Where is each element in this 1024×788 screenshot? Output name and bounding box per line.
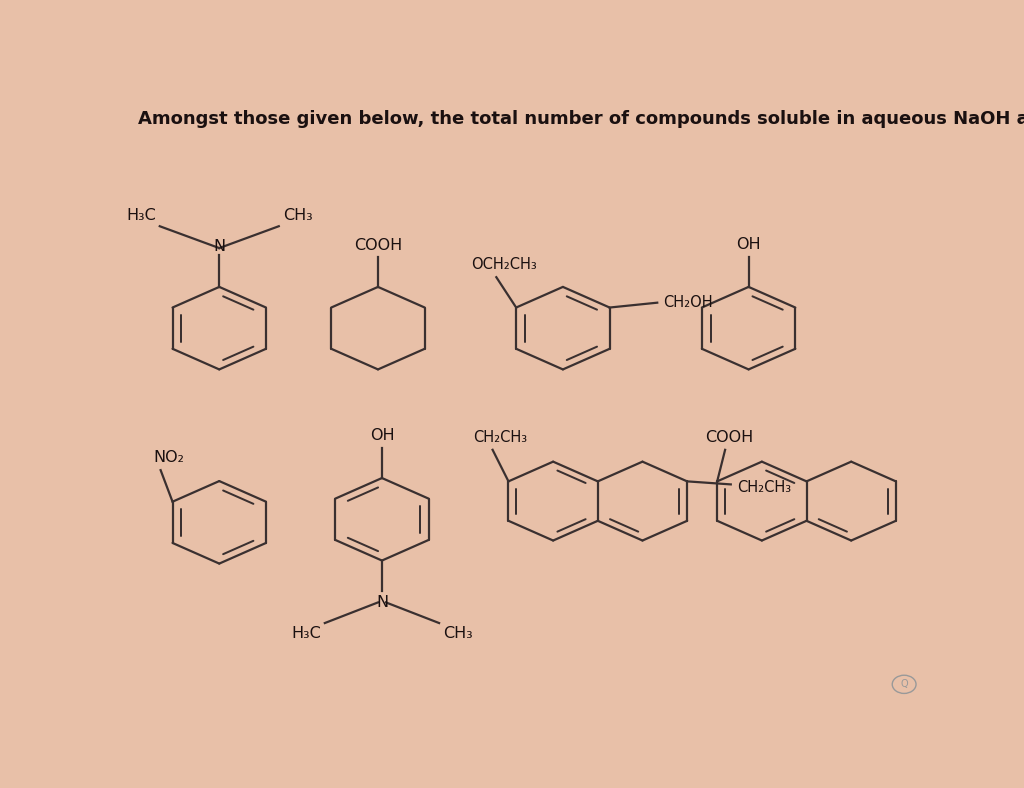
Text: CH₂OH: CH₂OH — [664, 296, 714, 310]
Text: COOH: COOH — [705, 430, 754, 445]
Text: OH: OH — [370, 429, 394, 444]
Text: OH: OH — [736, 236, 761, 251]
Text: OCH₂CH₃: OCH₂CH₃ — [471, 258, 538, 273]
Text: CH₃: CH₃ — [443, 626, 473, 641]
Text: Q: Q — [900, 679, 908, 690]
Text: CH₂CH₃: CH₂CH₃ — [473, 430, 527, 445]
Text: Amongst those given below, the total number of compounds soluble in aqueous NaOH: Amongst those given below, the total num… — [137, 110, 1024, 128]
Text: H₃C: H₃C — [291, 626, 321, 641]
Text: COOH: COOH — [354, 238, 402, 253]
Text: CH₃: CH₃ — [283, 208, 312, 223]
Text: H₃C: H₃C — [126, 208, 156, 223]
Text: N: N — [213, 239, 225, 254]
Text: NO₂: NO₂ — [154, 450, 184, 465]
Text: CH₂CH₃: CH₂CH₃ — [737, 480, 792, 495]
Text: N: N — [376, 595, 388, 610]
